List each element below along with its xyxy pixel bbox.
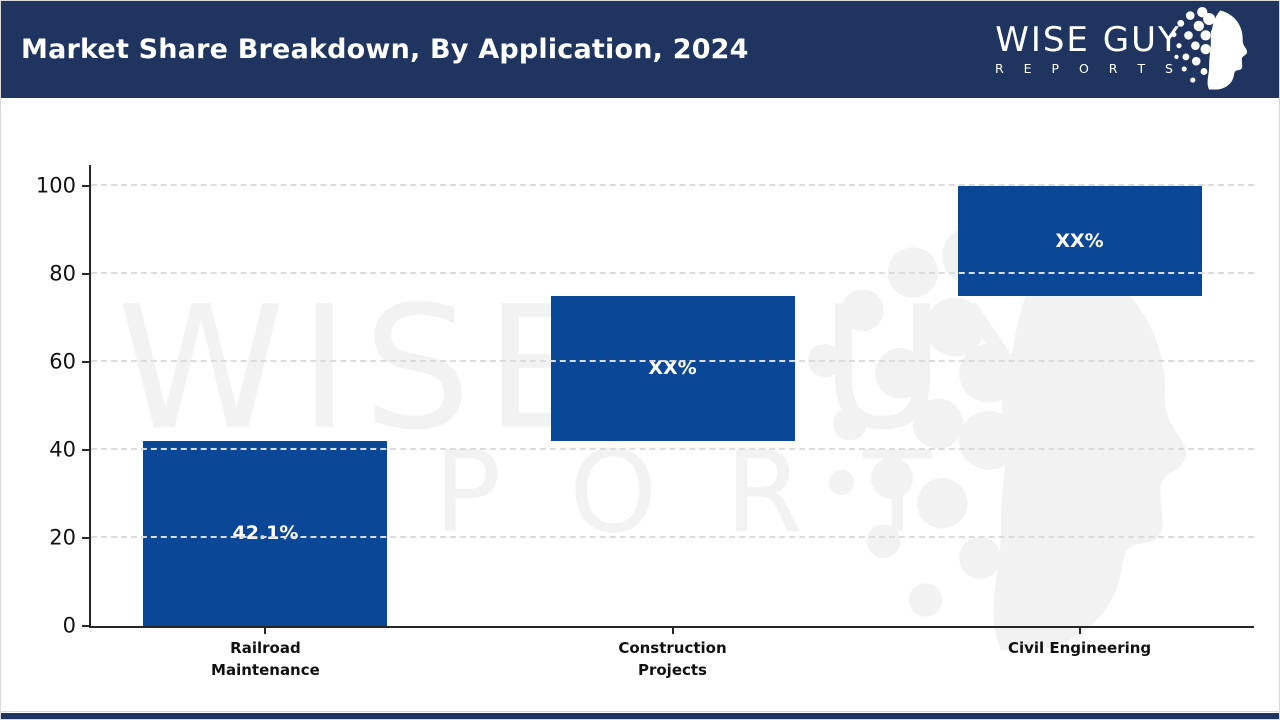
- gridline: [91, 448, 1254, 451]
- watermark-face-icon: [791, 218, 1211, 692]
- bar[interactable]: XX%: [550, 296, 795, 441]
- y-tick-label: 80: [49, 261, 76, 286]
- brand-name: WISE GUY: [995, 20, 1181, 61]
- bar-value-label: XX%: [1055, 230, 1104, 253]
- y-axis-tick: [82, 625, 91, 627]
- y-axis-tick: [82, 273, 91, 276]
- y-tick-label: 60: [49, 349, 76, 374]
- gridline: [91, 536, 1254, 539]
- y-tick-label: 0: [62, 613, 76, 638]
- x-axis-tick: [1078, 626, 1081, 634]
- chart-title: Market Share Breakdown, By Application, …: [21, 34, 749, 65]
- plot-area: 0 20 40 60 80 100 42.1% Railroad Maintenance XX% C…: [36, 165, 1254, 679]
- category-label: Railroad Maintenance: [105, 638, 425, 682]
- y-tick-label: 20: [49, 525, 76, 550]
- brand-subtitle: R E P O R T S: [994, 60, 1181, 76]
- category-label-line: Civil Engineering: [1007, 639, 1152, 657]
- y-axis-tick: [82, 449, 91, 452]
- chart-area: WISE GUY REPORTS 0 20 40 60 80 100: [1, 98, 1279, 715]
- y-axis-tick: [82, 537, 91, 540]
- y-tick-label: 100: [35, 173, 76, 198]
- brand-face-icon: [1171, 6, 1248, 90]
- brand-logo-text: WISE GUY R E P O R T S: [994, 20, 1181, 76]
- y-axis-tick: [82, 361, 91, 364]
- header-bar: Market Share Breakdown, By Application, …: [1, 1, 1279, 98]
- category-label-line: Railroad: [230, 639, 301, 657]
- gridline: [91, 184, 1254, 187]
- y-tick-label: 40: [49, 437, 76, 462]
- y-axis-tick: [82, 185, 91, 188]
- category-label: Construction Projects: [513, 638, 833, 682]
- bar-value-label: 42.1%: [232, 522, 299, 545]
- bar[interactable]: 42.1%: [143, 440, 388, 626]
- footer-bar: [1, 713, 1279, 719]
- category-label-line: Construction: [618, 639, 727, 657]
- category-label-line: Maintenance: [211, 660, 320, 679]
- bar[interactable]: XX%: [957, 186, 1202, 297]
- gridline: [91, 360, 1254, 363]
- brand-logo: WISE GUY R E P O R T S: [994, 6, 1253, 93]
- gridline: [91, 272, 1254, 275]
- x-axis-tick: [264, 626, 267, 634]
- x-axis-tick: [671, 626, 674, 634]
- category-label-line: Projects: [637, 660, 707, 679]
- bar-value-label: XX%: [648, 357, 697, 380]
- footer-divider: [1, 711, 1279, 712]
- category-label: Civil Engineering: [920, 638, 1240, 660]
